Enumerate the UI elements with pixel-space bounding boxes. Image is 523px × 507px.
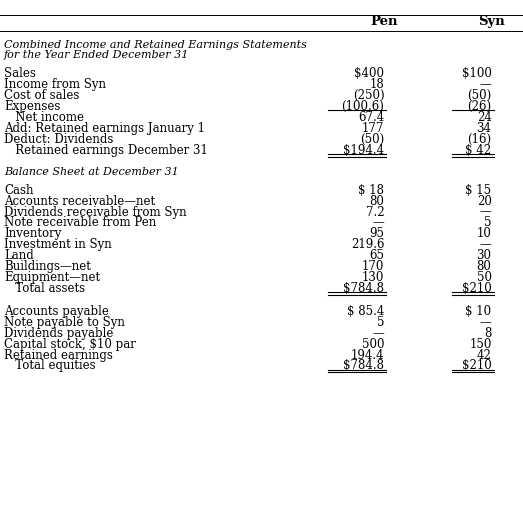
Text: Expenses: Expenses: [4, 100, 61, 113]
Text: $784.8: $784.8: [344, 359, 384, 373]
Text: —: —: [480, 205, 492, 219]
Text: Accounts receivable—net: Accounts receivable—net: [4, 195, 155, 208]
Text: (50): (50): [360, 133, 384, 146]
Text: $ 85.4: $ 85.4: [347, 305, 384, 318]
Text: $100: $100: [462, 67, 492, 81]
Text: Pen: Pen: [371, 15, 398, 28]
Text: Equipment—net: Equipment—net: [4, 271, 100, 284]
Text: Deduct: Dividends: Deduct: Dividends: [4, 133, 113, 146]
Text: 177: 177: [362, 122, 384, 135]
Text: 65: 65: [369, 249, 384, 262]
Text: 50: 50: [476, 271, 492, 284]
Text: 219.6: 219.6: [351, 238, 384, 251]
Text: $ 15: $ 15: [465, 184, 492, 197]
Text: Capital stock, $10 par: Capital stock, $10 par: [4, 338, 136, 351]
Text: —: —: [480, 238, 492, 251]
Text: $784.8: $784.8: [344, 282, 384, 295]
Text: Add: Retained earnings January 1: Add: Retained earnings January 1: [4, 122, 205, 135]
Text: Retained earnings December 31: Retained earnings December 31: [4, 143, 208, 157]
Text: Accounts payable: Accounts payable: [4, 305, 109, 318]
Text: 30: 30: [476, 249, 492, 262]
Text: Total equities: Total equities: [4, 359, 96, 373]
Text: $400: $400: [355, 67, 384, 81]
Text: (26): (26): [468, 100, 492, 113]
Text: (50): (50): [468, 89, 492, 102]
Text: Cash: Cash: [4, 184, 33, 197]
Text: Dividends receivable from Syn: Dividends receivable from Syn: [4, 205, 187, 219]
Text: Total assets: Total assets: [4, 282, 85, 295]
Text: (16): (16): [468, 133, 492, 146]
Text: Buildings—net: Buildings—net: [4, 260, 91, 273]
Text: (250): (250): [353, 89, 384, 102]
Text: 5: 5: [377, 316, 384, 329]
Text: for the Year Ended December 31: for the Year Ended December 31: [4, 50, 189, 60]
Text: 18: 18: [370, 78, 384, 91]
Text: 20: 20: [477, 195, 492, 208]
Text: —: —: [480, 316, 492, 329]
Text: Retained earnings: Retained earnings: [4, 348, 113, 361]
Text: 8: 8: [484, 327, 492, 340]
Text: —: —: [373, 327, 384, 340]
Text: $ 18: $ 18: [358, 184, 384, 197]
Text: 500: 500: [362, 338, 384, 351]
Text: Income from Syn: Income from Syn: [4, 78, 106, 91]
Text: 130: 130: [362, 271, 384, 284]
Text: 95: 95: [369, 227, 384, 240]
Text: Note receivable from Pen: Note receivable from Pen: [4, 216, 156, 230]
Text: Cost of sales: Cost of sales: [4, 89, 79, 102]
Text: Inventory: Inventory: [4, 227, 62, 240]
Text: 80: 80: [477, 260, 492, 273]
Text: 170: 170: [362, 260, 384, 273]
Text: Investment in Syn: Investment in Syn: [4, 238, 112, 251]
Text: —: —: [373, 216, 384, 230]
Text: 80: 80: [370, 195, 384, 208]
Text: 5: 5: [484, 216, 492, 230]
Text: Land: Land: [4, 249, 34, 262]
Text: 42: 42: [477, 348, 492, 361]
Text: Sales: Sales: [4, 67, 36, 81]
Text: Syn: Syn: [478, 15, 505, 28]
Text: Dividends payable: Dividends payable: [4, 327, 113, 340]
Text: 34: 34: [476, 122, 492, 135]
Text: 194.4: 194.4: [351, 348, 384, 361]
Text: 7.2: 7.2: [366, 205, 384, 219]
Text: 10: 10: [477, 227, 492, 240]
Text: (100.6): (100.6): [342, 100, 384, 113]
Text: $ 10: $ 10: [465, 305, 492, 318]
Text: $210: $210: [462, 359, 492, 373]
Text: Combined Income and Retained Earnings Statements: Combined Income and Retained Earnings St…: [4, 40, 307, 50]
Text: $194.4: $194.4: [343, 143, 384, 157]
Text: 150: 150: [469, 338, 492, 351]
Text: 67.4: 67.4: [358, 111, 384, 124]
Text: —: —: [480, 78, 492, 91]
Text: $ 42: $ 42: [465, 143, 492, 157]
Text: $210: $210: [462, 282, 492, 295]
Text: 24: 24: [477, 111, 492, 124]
Text: Net income: Net income: [4, 111, 84, 124]
Text: Balance Sheet at December 31: Balance Sheet at December 31: [4, 167, 179, 177]
Text: Note payable to Syn: Note payable to Syn: [4, 316, 125, 329]
